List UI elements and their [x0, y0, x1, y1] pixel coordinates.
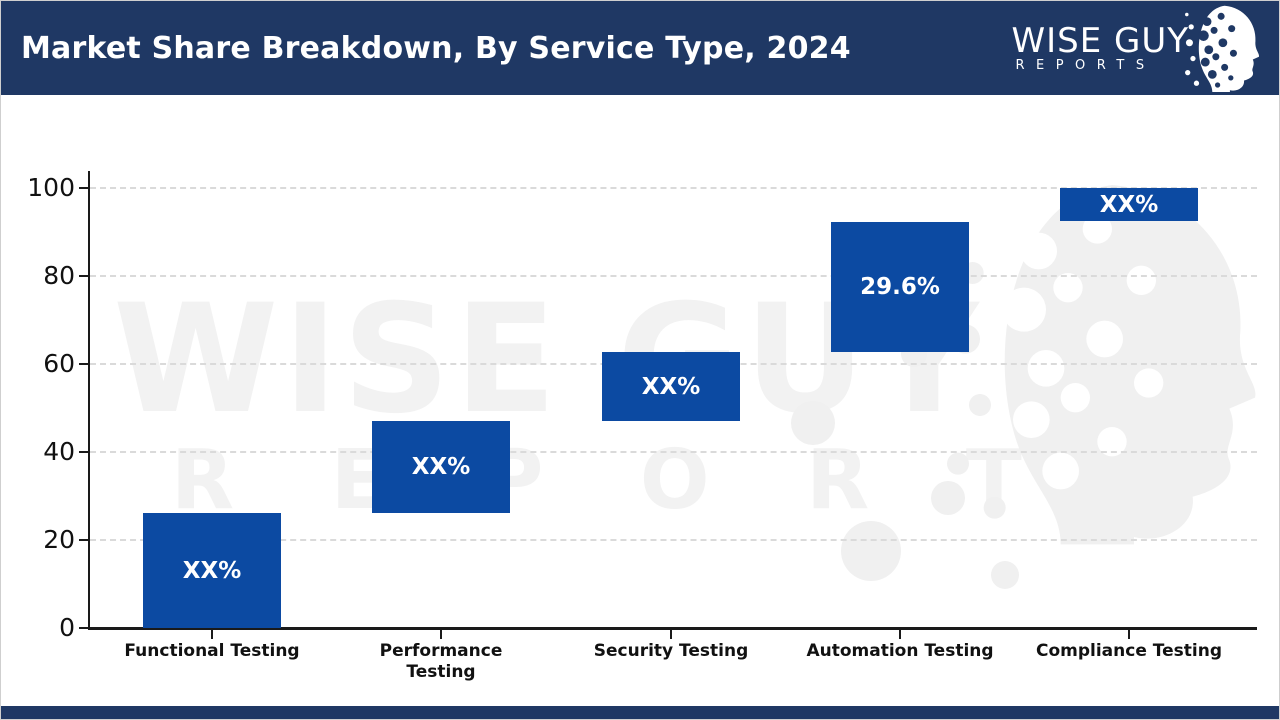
y-tick-mark	[79, 539, 89, 541]
bar-security-testing: XX%	[602, 352, 740, 422]
dotted-head-icon	[1185, 5, 1260, 92]
y-tick-label: 20	[43, 525, 75, 554]
bar-value-label: XX%	[1099, 191, 1159, 218]
x-axis-line	[88, 627, 1257, 630]
x-tick-mark	[211, 630, 213, 639]
y-tick-mark	[79, 275, 89, 277]
gridline-y80	[90, 275, 1257, 277]
x-category-label: Performance Testing	[379, 641, 503, 682]
watermark-dot	[991, 561, 1019, 589]
y-tick-mark	[79, 187, 89, 189]
gridline-y20	[90, 539, 1257, 541]
watermark-dot	[841, 521, 901, 581]
y-tick-label: 100	[27, 173, 75, 202]
chart-title: Market Share Breakdown, By Service Type,…	[21, 30, 851, 66]
y-tick-label: 0	[59, 613, 75, 642]
bar-value-label: XX%	[411, 454, 471, 481]
y-tick-label: 40	[43, 437, 75, 466]
x-category-label: Compliance Testing	[1035, 641, 1222, 661]
x-tick-mark	[670, 630, 672, 639]
y-tick-mark	[79, 363, 89, 365]
gridline-y100	[90, 187, 1257, 189]
x-category-label: Automation Testing	[806, 641, 994, 661]
x-category-label: Functional Testing	[124, 641, 300, 661]
logo-text: WISE GUY REPORTS	[1011, 23, 1189, 73]
y-tick-mark	[79, 627, 89, 629]
bar-value-label: XX%	[641, 373, 701, 400]
bar-functional-testing: XX%	[143, 513, 281, 628]
bar-automation-testing: 29.6%	[831, 221, 969, 353]
wise-guy-reports-logo: WISE GUY REPORTS	[1011, 4, 1265, 92]
watermark-subtitle: R E P O R T S	[171, 433, 1212, 528]
x-tick-mark	[899, 630, 901, 639]
bar-performance-testing: XX%	[372, 421, 510, 514]
watermark-dot	[931, 481, 965, 515]
x-tick-mark	[440, 630, 442, 639]
y-tick-mark	[79, 451, 89, 453]
footer-band	[1, 706, 1279, 719]
y-tick-label: 80	[43, 261, 75, 290]
watermark-dot	[791, 401, 835, 445]
x-category-label: Security Testing	[593, 641, 749, 661]
header-band: Market Share Breakdown, By Service Type,…	[1, 1, 1279, 95]
bar-value-label: XX%	[182, 557, 242, 584]
logo-subtitle: REPORTS	[1015, 58, 1156, 73]
y-axis-line	[88, 171, 90, 630]
y-tick-label: 60	[43, 349, 75, 378]
bar-compliance-testing: XX%	[1060, 188, 1198, 222]
bar-value-label: 29.6%	[860, 273, 940, 300]
logo-wordmark: WISE GUY	[1011, 21, 1189, 61]
gridline-y40	[90, 451, 1257, 453]
x-tick-mark	[1128, 630, 1130, 639]
